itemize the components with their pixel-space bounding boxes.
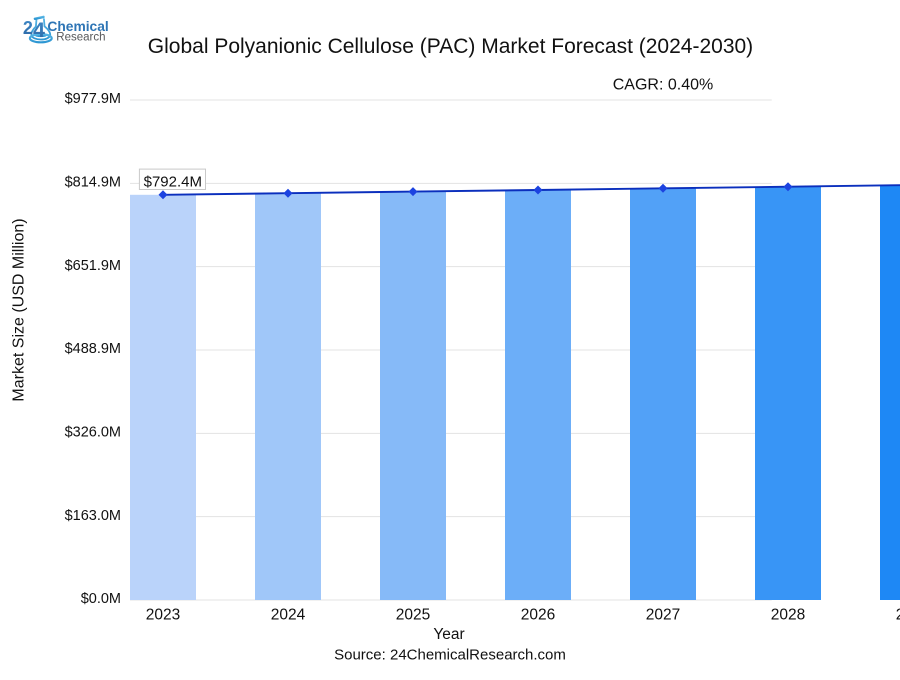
svg-text:2024: 2024 xyxy=(271,607,306,624)
svg-text:$0.0M: $0.0M xyxy=(81,591,121,607)
svg-text:2026: 2026 xyxy=(521,607,555,624)
svg-text:4: 4 xyxy=(33,18,45,42)
svg-text:2025: 2025 xyxy=(396,607,430,624)
svg-text:Source: 24ChemicalResearch.com: Source: 24ChemicalResearch.com xyxy=(334,647,566,664)
svg-text:$488.9M: $488.9M xyxy=(65,341,121,357)
svg-text:Chemical: Chemical xyxy=(47,19,108,34)
svg-text:2: 2 xyxy=(23,18,33,38)
svg-text:2029: 2029 xyxy=(896,607,900,624)
svg-text:Global Polyanionic Cellulose (: Global Polyanionic Cellulose (PAC) Marke… xyxy=(148,35,753,58)
svg-text:$651.9M: $651.9M xyxy=(65,258,121,274)
svg-text:Market Size (USD Million): Market Size (USD Million) xyxy=(11,218,28,401)
svg-text:$814.9M: $814.9M xyxy=(65,175,121,191)
svg-text:2028: 2028 xyxy=(771,607,805,624)
svg-text:$163.0M: $163.0M xyxy=(65,508,121,524)
svg-text:Year: Year xyxy=(433,626,464,643)
svg-text:Research: Research xyxy=(56,32,105,44)
svg-text:$792.4M: $792.4M xyxy=(144,174,202,191)
svg-text:$326.0M: $326.0M xyxy=(65,425,121,441)
svg-text:2027: 2027 xyxy=(646,607,680,624)
svg-text:CAGR: 0.40%: CAGR: 0.40% xyxy=(613,77,713,94)
svg-text:$977.9M: $977.9M xyxy=(65,91,121,107)
svg-text:2023: 2023 xyxy=(146,607,180,624)
